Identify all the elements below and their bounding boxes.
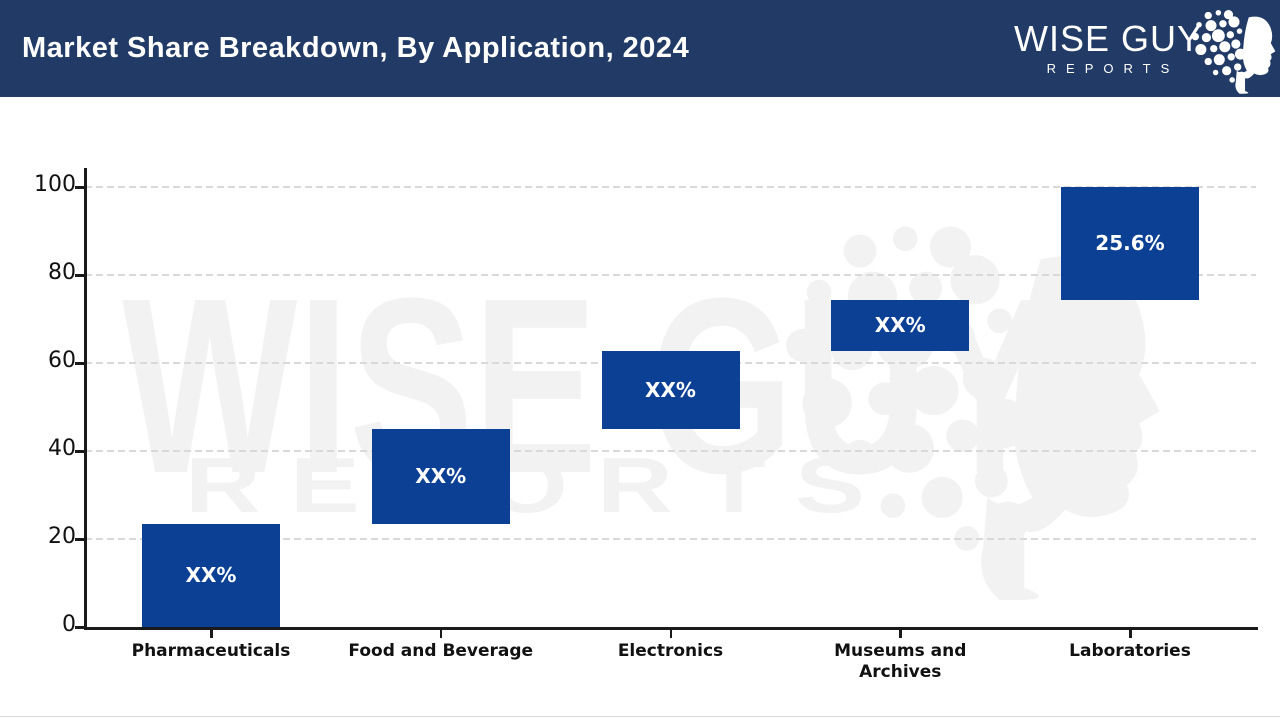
- y-axis-line: [84, 168, 87, 628]
- bar-value-label: XX%: [874, 313, 926, 338]
- y-tick-mark: [75, 626, 84, 629]
- y-tick-label: 20: [48, 524, 76, 549]
- x-tick-mark: [899, 629, 902, 638]
- x-category-label: Laboratories: [1069, 641, 1191, 661]
- y-tick-mark: [75, 186, 84, 189]
- y-tick-label: 0: [62, 612, 76, 637]
- x-tick-mark: [210, 629, 213, 638]
- x-category-label: Pharmaceuticals: [131, 641, 291, 661]
- bottom-divider: [0, 716, 1280, 717]
- bar: XX%: [142, 523, 280, 627]
- bar-value-label: XX%: [415, 464, 467, 489]
- gridline: [85, 538, 1256, 540]
- bar-value-label: XX%: [185, 563, 237, 588]
- x-axis-line: [84, 627, 1258, 630]
- y-tick-mark: [75, 538, 84, 541]
- x-tick-mark: [439, 629, 443, 638]
- x-category-label: Museums and Archives: [834, 641, 967, 683]
- gridline: [85, 186, 1256, 188]
- gridline: [85, 450, 1256, 452]
- bar: XX%: [371, 429, 510, 524]
- gridline: [85, 274, 1256, 276]
- x-category-label: Electronics: [617, 641, 724, 661]
- y-tick-mark: [75, 362, 84, 365]
- x-tick-mark: [1129, 629, 1132, 638]
- logo-text: WISE GUY REPORTS: [1013, 18, 1202, 77]
- logo-head-icon: [1191, 9, 1276, 94]
- bar: XX%: [601, 350, 740, 429]
- x-tick-mark: [669, 629, 672, 638]
- bar: 25.6%: [1061, 187, 1199, 300]
- bar: XX%: [831, 299, 970, 351]
- y-tick-label: 60: [48, 348, 76, 373]
- y-tick-label: 100: [34, 172, 76, 197]
- logo-wordmark: WISE GUY: [1013, 18, 1202, 59]
- y-tick-label: 40: [48, 436, 76, 461]
- bar-value-label: XX%: [645, 377, 696, 402]
- logo-subtitle: REPORTS: [1046, 61, 1180, 76]
- y-tick-mark: [75, 274, 84, 277]
- logo: WISE GUY REPORTS: [1014, 0, 1280, 97]
- header-bar: Market Share Breakdown, By Application, …: [0, 0, 1280, 97]
- bar-value-label: 25.6%: [1095, 231, 1165, 256]
- y-tick-label: 80: [48, 260, 76, 285]
- page-title: Market Share Breakdown, By Application, …: [22, 32, 690, 64]
- y-tick-mark: [75, 450, 84, 453]
- x-category-label: Food and Beverage: [348, 641, 534, 661]
